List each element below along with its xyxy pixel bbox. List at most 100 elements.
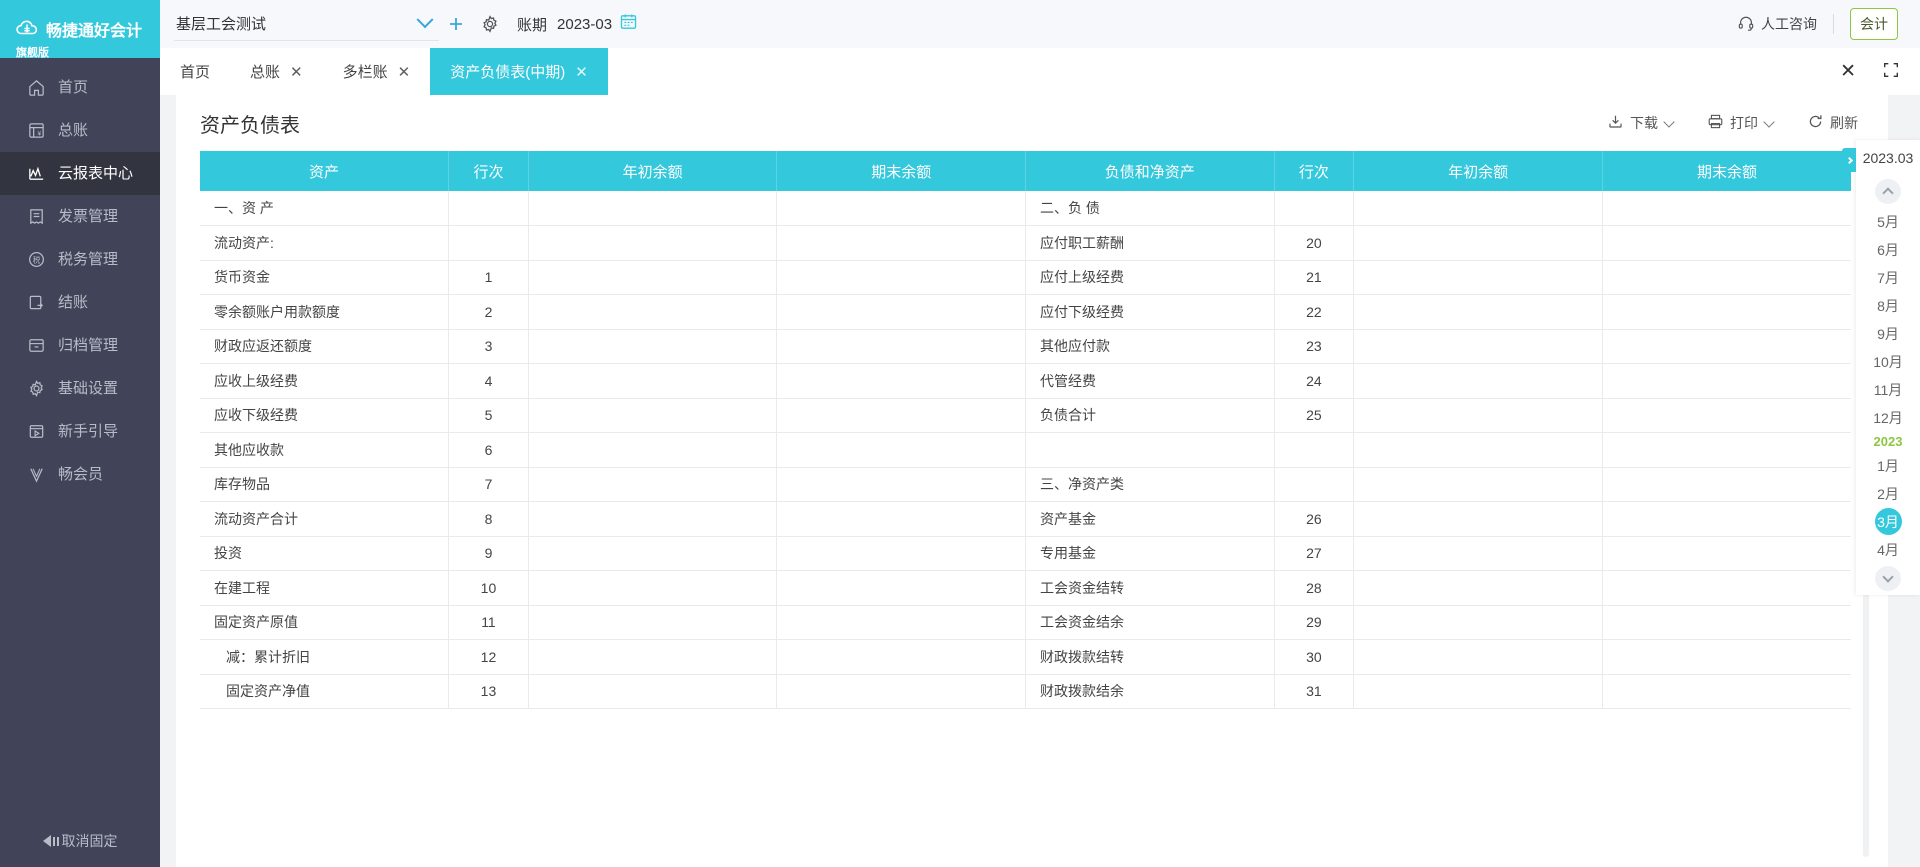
asset-begin-balance-cell[interactable]	[528, 398, 778, 433]
liability-begin-balance-cell[interactable]	[1353, 398, 1603, 433]
column-header[interactable]: 负债和净资产	[1025, 151, 1275, 191]
column-header[interactable]: 年初余额	[1353, 151, 1603, 191]
asset-begin-balance-cell[interactable]	[528, 501, 778, 537]
asset-begin-balance-cell[interactable]	[528, 570, 778, 606]
month-item[interactable]: 4月	[1856, 536, 1920, 564]
liability-line-no-cell[interactable]: 26	[1274, 501, 1355, 537]
asset-line-no-cell[interactable]: 1	[448, 260, 529, 295]
month-item[interactable]: 2月	[1856, 480, 1920, 508]
liability-end-balance-cell[interactable]	[1602, 398, 1851, 433]
sidebar-item-tax[interactable]: 税 税务管理	[0, 238, 160, 281]
asset-begin-balance-cell[interactable]	[528, 432, 778, 468]
liability-end-balance-cell[interactable]	[1602, 536, 1851, 571]
asset-end-balance-cell[interactable]	[776, 260, 1026, 295]
liability-begin-balance-cell[interactable]	[1353, 260, 1603, 295]
liability-begin-balance-cell[interactable]	[1353, 329, 1603, 364]
liability-name-cell[interactable]: 专用基金	[1025, 536, 1275, 571]
liability-name-cell[interactable]: 其他应付款	[1025, 329, 1275, 364]
asset-end-balance-cell[interactable]	[776, 294, 1026, 330]
close-icon[interactable]: ✕	[397, 63, 411, 81]
liability-end-balance-cell[interactable]	[1602, 605, 1851, 640]
account-settings-button[interactable]	[473, 7, 507, 41]
fullscreen-icon[interactable]	[1882, 61, 1900, 83]
month-item[interactable]: 11月	[1856, 376, 1920, 404]
sidebar-item-ledger[interactable]: ¥ 总账	[0, 109, 160, 152]
liability-end-balance-cell[interactable]	[1602, 674, 1851, 709]
asset-begin-balance-cell[interactable]	[528, 225, 778, 261]
close-icon[interactable]: ✕	[290, 63, 303, 81]
table-row[interactable]: 其他应收款 6	[200, 432, 1851, 468]
liability-name-cell[interactable]: 资产基金	[1025, 501, 1275, 537]
asset-end-balance-cell[interactable]	[776, 674, 1026, 709]
close-icon[interactable]: ✕	[575, 63, 588, 81]
column-header[interactable]: 期末余额	[1602, 151, 1851, 191]
tab-home[interactable]: 首页	[160, 48, 230, 95]
liability-end-balance-cell[interactable]	[1602, 432, 1851, 468]
table-row[interactable]: 零余额账户用款额度 2 应付下级经费 22	[200, 294, 1851, 330]
column-header[interactable]: 资产	[200, 151, 450, 191]
tab-multi-column-ledger[interactable]: 多栏账 ✕	[323, 48, 431, 95]
liability-line-no-cell[interactable]	[1274, 191, 1355, 226]
liability-line-no-cell[interactable]: 30	[1274, 639, 1355, 675]
liability-line-no-cell[interactable]: 29	[1274, 605, 1355, 640]
asset-begin-balance-cell[interactable]	[528, 294, 778, 330]
download-button[interactable]: 下载	[1607, 113, 1675, 133]
liability-end-balance-cell[interactable]	[1602, 639, 1851, 675]
liability-end-balance-cell[interactable]	[1602, 225, 1851, 261]
liability-begin-balance-cell[interactable]	[1353, 432, 1603, 468]
liability-begin-balance-cell[interactable]	[1353, 605, 1603, 640]
sidebar-item-report-center[interactable]: 云报表中心	[0, 152, 160, 195]
asset-name-cell[interactable]: 零余额账户用款额度	[200, 294, 450, 330]
asset-name-cell[interactable]: 货币资金	[200, 260, 450, 295]
asset-line-no-cell[interactable]: 6	[448, 432, 529, 468]
calendar-icon[interactable]	[619, 12, 638, 36]
liability-end-balance-cell[interactable]	[1602, 501, 1851, 537]
asset-begin-balance-cell[interactable]	[528, 363, 778, 399]
liability-end-balance-cell[interactable]	[1602, 570, 1851, 606]
asset-name-cell[interactable]: 减：累计折旧	[200, 639, 450, 675]
tab-general-ledger[interactable]: 总账 ✕	[230, 48, 323, 95]
liability-begin-balance-cell[interactable]	[1353, 536, 1603, 571]
asset-name-cell[interactable]: 财政应返还额度	[200, 329, 450, 364]
asset-name-cell[interactable]: 固定资产原值	[200, 605, 450, 640]
refresh-button[interactable]: 刷新	[1807, 113, 1858, 133]
asset-name-cell[interactable]: 库存物品	[200, 467, 450, 502]
table-row[interactable]: 库存物品 7 三、净资产类	[200, 467, 1851, 502]
role-badge[interactable]: 会计	[1850, 8, 1898, 40]
asset-name-cell[interactable]: 流动资产:	[200, 225, 450, 261]
liability-name-cell[interactable]	[1025, 432, 1275, 468]
table-row[interactable]: 一、资 产 二、负 债	[200, 191, 1851, 226]
column-header[interactable]: 行次	[448, 151, 529, 191]
asset-line-no-cell[interactable]: 3	[448, 329, 529, 364]
sidebar-item-guide[interactable]: 新手引导	[0, 410, 160, 453]
unpin-sidebar-button[interactable]: 取消固定	[0, 831, 160, 851]
asset-name-cell[interactable]: 一、资 产	[200, 191, 450, 226]
liability-name-cell[interactable]: 应付上级经费	[1025, 260, 1275, 295]
month-item[interactable]: 12月	[1856, 404, 1920, 432]
asset-end-balance-cell[interactable]	[776, 398, 1026, 433]
asset-end-balance-cell[interactable]	[776, 363, 1026, 399]
table-row[interactable]: 流动资产合计 8 资产基金 26	[200, 501, 1851, 537]
asset-line-no-cell[interactable]: 12	[448, 639, 529, 675]
liability-line-no-cell[interactable]: 24	[1274, 363, 1355, 399]
table-row[interactable]: 固定资产净值 13 财政拨款结余 31	[200, 674, 1851, 709]
asset-line-no-cell[interactable]: 8	[448, 501, 529, 537]
asset-end-balance-cell[interactable]	[776, 329, 1026, 364]
human-consult-button[interactable]: 人工咨询	[1737, 14, 1817, 35]
liability-begin-balance-cell[interactable]	[1353, 294, 1603, 330]
liability-line-no-cell[interactable]: 23	[1274, 329, 1355, 364]
asset-end-balance-cell[interactable]	[776, 570, 1026, 606]
column-header[interactable]: 期末余额	[776, 151, 1026, 191]
liability-end-balance-cell[interactable]	[1602, 260, 1851, 295]
month-item[interactable]: 7月	[1856, 264, 1920, 292]
asset-line-no-cell[interactable]: 9	[448, 536, 529, 571]
asset-name-cell[interactable]: 固定资产净值	[200, 674, 450, 709]
asset-begin-balance-cell[interactable]	[528, 329, 778, 364]
sidebar-item-vip[interactable]: 畅会员	[0, 453, 160, 496]
table-row[interactable]: 应收下级经费 5 负债合计 25	[200, 398, 1851, 433]
liability-begin-balance-cell[interactable]	[1353, 501, 1603, 537]
liability-name-cell[interactable]: 财政拨款结余	[1025, 674, 1275, 709]
asset-name-cell[interactable]: 流动资产合计	[200, 501, 450, 537]
add-account-button[interactable]	[439, 7, 473, 41]
liability-name-cell[interactable]: 应付职工薪酬	[1025, 225, 1275, 261]
